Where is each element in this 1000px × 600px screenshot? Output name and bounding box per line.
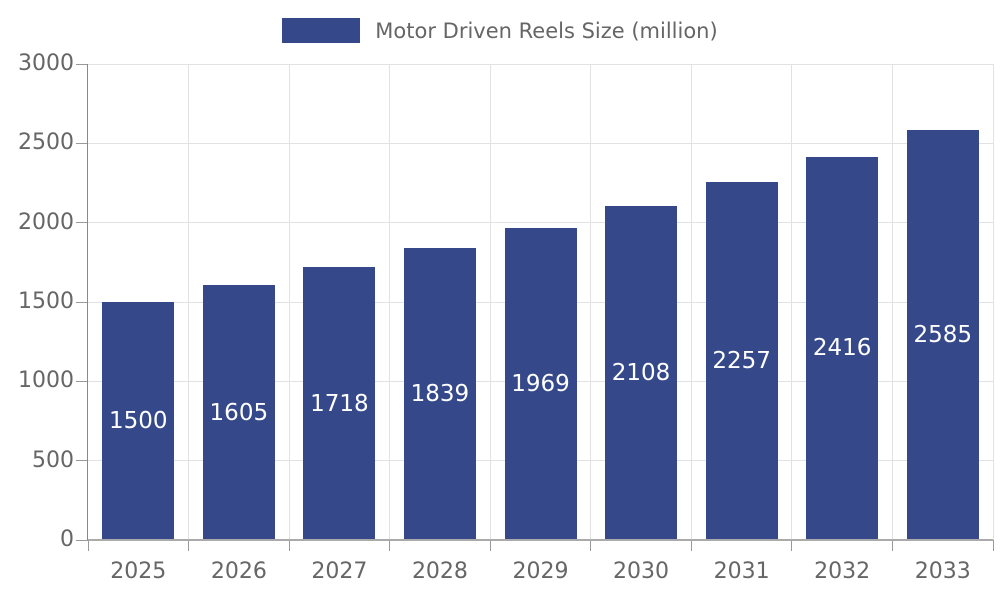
gridline-vertical [791, 64, 793, 540]
gridline-vertical [590, 64, 592, 540]
bar-value-label: 1605 [209, 399, 269, 426]
y-axis-tick [76, 142, 88, 144]
bar-2029[interactable] [504, 227, 577, 540]
bar-value-label: 2416 [812, 335, 872, 362]
y-axis-tick [76, 222, 88, 224]
x-tick-label: 2028 [411, 559, 468, 584]
x-tick-label: 2026 [210, 559, 267, 584]
gridline-vertical [489, 64, 491, 540]
bar-2032[interactable] [806, 156, 879, 540]
x-tick-label: 2033 [914, 559, 971, 584]
bar-value-label: 1839 [410, 381, 470, 408]
x-tick-label: 2025 [110, 559, 167, 584]
gridline-vertical [288, 64, 290, 540]
y-tick-label: 1000 [18, 368, 74, 394]
x-tick-label: 2030 [613, 559, 670, 584]
gridline-vertical [188, 64, 190, 540]
bar-value-label: 1969 [511, 370, 570, 397]
x-axis-line [88, 539, 993, 541]
x-axis-tick [87, 540, 89, 551]
y-tick-label: 2500 [18, 130, 74, 156]
gridline-horizontal [88, 63, 993, 65]
y-axis-line [87, 64, 88, 540]
bar-2031[interactable] [705, 181, 778, 540]
y-axis-tick [76, 301, 88, 303]
gridline-vertical [891, 64, 893, 540]
y-axis-tick [76, 539, 88, 541]
y-tick-label: 0 [60, 527, 74, 552]
x-tick-label: 2031 [713, 559, 770, 584]
legend-swatch [282, 18, 361, 43]
gridline-vertical [690, 64, 692, 540]
x-axis-tick [188, 540, 190, 551]
bar-2030[interactable] [605, 205, 678, 540]
x-tick-label: 2027 [311, 559, 368, 584]
y-axis-tick [76, 460, 88, 462]
x-axis-tick [690, 540, 692, 551]
y-tick-label: 500 [32, 447, 74, 473]
x-axis-tick [288, 540, 290, 551]
bar-2028[interactable] [403, 248, 476, 540]
bar-value-label: 1500 [108, 408, 168, 434]
x-axis-tick [992, 540, 994, 551]
y-tick-label: 1500 [18, 289, 74, 314]
bar-value-label: 2257 [712, 347, 771, 374]
x-tick-label: 2032 [814, 559, 871, 584]
bar-2025[interactable] [102, 302, 175, 540]
x-axis-tick [791, 540, 793, 551]
gridline-vertical [992, 64, 994, 540]
x-axis-tick [891, 540, 893, 551]
x-axis-tick [489, 540, 491, 551]
y-tick-label: 3000 [18, 51, 74, 76]
gridline-horizontal [88, 142, 993, 144]
x-axis-tick [389, 540, 391, 551]
bar-2033[interactable] [906, 129, 979, 540]
x-axis-tick [590, 540, 592, 551]
y-axis-tick [76, 380, 88, 382]
bar-value-label: 2108 [611, 359, 671, 386]
gridline-vertical [389, 64, 391, 540]
x-tick-label: 2029 [512, 559, 569, 584]
bar-value-label: 2585 [913, 321, 972, 348]
y-tick-label: 2000 [18, 209, 74, 235]
legend-item[interactable]: Motor Driven Reels Size (million) [0, 18, 1000, 43]
gridline-horizontal [88, 222, 993, 224]
bar-2026[interactable] [202, 285, 275, 540]
bar-2027[interactable] [303, 267, 376, 540]
y-axis-tick [76, 63, 88, 65]
legend-label: Motor Driven Reels Size (million) [375, 18, 718, 43]
bar-value-label: 1718 [310, 390, 369, 417]
